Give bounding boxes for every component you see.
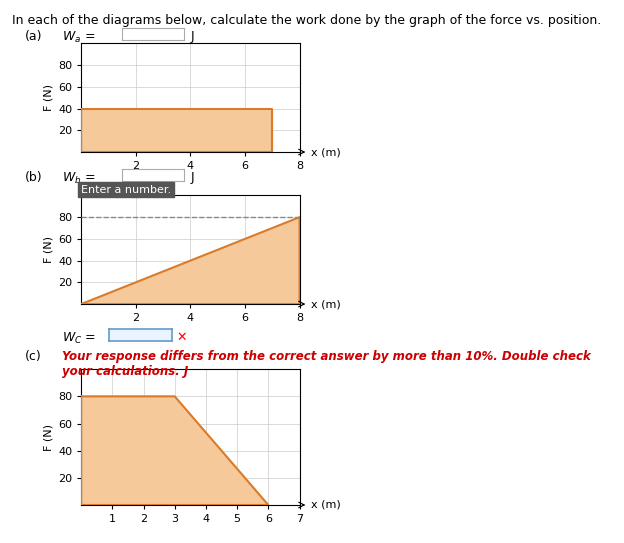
Text: (c): (c) — [25, 350, 42, 363]
Text: (a): (a) — [25, 30, 42, 43]
Text: x (m): x (m) — [311, 299, 340, 309]
Text: x (m): x (m) — [311, 147, 340, 157]
Text: (b): (b) — [25, 171, 42, 184]
Y-axis label: F (N): F (N) — [44, 236, 54, 263]
Text: Enter a number.: Enter a number. — [81, 185, 171, 194]
Polygon shape — [81, 217, 300, 304]
Text: Your response differs from the correct answer by more than 10%. Double check you: Your response differs from the correct a… — [62, 350, 592, 378]
Polygon shape — [81, 109, 272, 152]
Text: J: J — [190, 171, 194, 184]
Y-axis label: F (N): F (N) — [44, 424, 54, 451]
Text: J: J — [190, 30, 194, 43]
Text: In each of the diagrams below, calculate the work done by the graph of the force: In each of the diagrams below, calculate… — [12, 14, 602, 27]
Polygon shape — [81, 396, 268, 505]
Text: ✕: ✕ — [176, 331, 187, 344]
Text: $W_C$ =: $W_C$ = — [62, 331, 97, 346]
Y-axis label: F (N): F (N) — [44, 84, 54, 111]
Text: $W_a$ =: $W_a$ = — [62, 30, 95, 45]
Text: x (m): x (m) — [311, 500, 340, 510]
Text: $W_b$ =: $W_b$ = — [62, 171, 96, 186]
